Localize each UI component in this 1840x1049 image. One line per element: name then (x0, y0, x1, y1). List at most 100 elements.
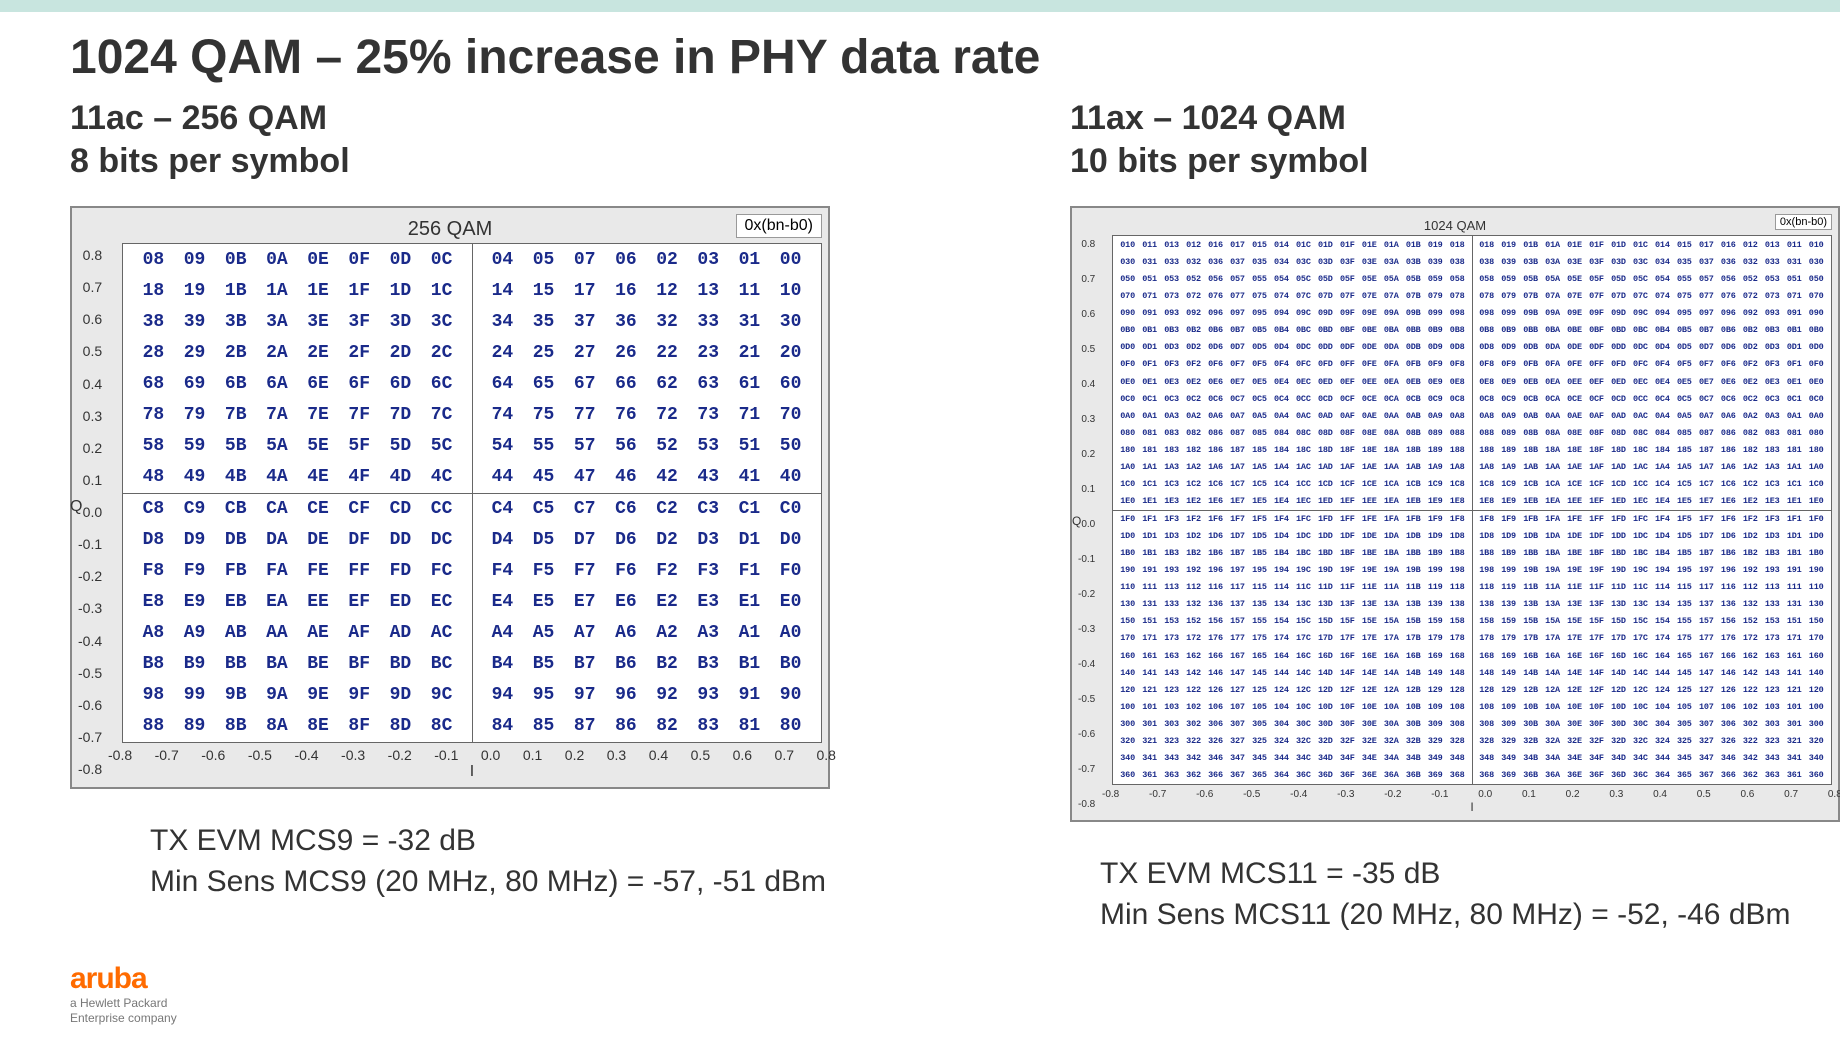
constellation-point: 0CE (1362, 394, 1377, 404)
constellation-point: E1 (739, 592, 761, 612)
constellation-point: 056 (1721, 274, 1736, 284)
constellation-point: 309 (1428, 719, 1443, 729)
constellation-point: 79 (184, 405, 206, 425)
constellation-point: 0E5 (1677, 377, 1692, 387)
constellation-point: 095 (1677, 308, 1692, 318)
constellation-point: 0C8 (1450, 394, 1465, 404)
constellation-point: 03A (1545, 257, 1560, 267)
constellation-point: 14F (1589, 668, 1604, 678)
constellation-point: 7E (307, 405, 329, 425)
constellation-point: 1CD (1318, 479, 1333, 489)
constellation-point: 1F4 (1274, 514, 1289, 524)
constellation-point: 038 (1479, 257, 1494, 267)
constellation-point: 1ED (1318, 496, 1333, 506)
constellation-point: 185 (1252, 445, 1267, 455)
constellation-point: 0C5 (1252, 394, 1267, 404)
constellation-point: 302 (1743, 719, 1758, 729)
constellation-point: 187 (1699, 445, 1714, 455)
constellation-point: 10C (1633, 702, 1648, 712)
constellation-point: 40 (780, 467, 802, 487)
constellation-point: 151 (1142, 616, 1157, 626)
ytick-label: 0.1 (1078, 484, 1099, 495)
constellation-row: 0405070602030100 (472, 244, 821, 275)
constellation-point: FB (225, 561, 247, 581)
constellation-point: 078 (1450, 291, 1465, 301)
constellation-point: 120 (1809, 685, 1824, 695)
constellation-row: 15815915B15A15E15F15D15C1541551571561521… (1472, 613, 1831, 630)
constellation-point: EA (266, 592, 288, 612)
constellation-row: 14814914B14A14E14F14D14C1441451471461421… (1472, 664, 1831, 681)
constellation-point: 1D7 (1230, 531, 1245, 541)
constellation-row: 15015115315215615715515415C15D15F15E15A1… (1113, 613, 1472, 630)
constellation-point: 36C (1633, 770, 1648, 780)
constellation-row: 1E01E11E31E21E61E71E51E41EC1ED1EF1EE1EA1… (1113, 493, 1472, 510)
constellation-point: 143 (1164, 668, 1179, 678)
constellation-point: 1F1 (1787, 514, 1802, 524)
constellation-point: 1AF (1589, 462, 1604, 472)
constellation-point: 189 (1501, 445, 1516, 455)
constellation-point: 0B9 (1428, 325, 1443, 335)
constellation-point: 146 (1208, 668, 1223, 678)
constellation-point: 1E (307, 281, 329, 301)
constellation-row: 0D80D90DB0DA0DE0DF0DD0DC0D40D50D70D60D20… (1472, 339, 1831, 356)
constellation-point: B4 (492, 654, 514, 674)
constellation-point: 0F4 (1274, 359, 1289, 369)
constellation-point: 5A (266, 436, 288, 456)
constellation-point: C1 (739, 499, 761, 519)
ytick-label: -0.1 (78, 536, 106, 552)
constellation-point: 174 (1655, 633, 1670, 643)
constellation-point: 1FF (1589, 514, 1604, 524)
constellation-point: 0B1 (1142, 325, 1157, 335)
constellation-point: 0C0 (1809, 394, 1824, 404)
constellation-point: 184 (1655, 445, 1670, 455)
constellation-point: 324 (1655, 736, 1670, 746)
constellation-point: 190 (1809, 565, 1824, 575)
constellation-point: 1F5 (1677, 514, 1692, 524)
constellation-point: 0D8 (1450, 342, 1465, 352)
constellation-point: 3C (431, 312, 453, 332)
constellation-point: 1FC (1296, 514, 1311, 524)
constellation-point: B9 (184, 654, 206, 674)
constellation-point: 0CC (1633, 394, 1648, 404)
constellation-point: 010 (1809, 240, 1824, 250)
constellation-point: 1DC (1633, 531, 1648, 541)
constellation-point: 1DE (1567, 531, 1582, 541)
right-metric-1: TX EVM MCS11 = -35 dB (1100, 854, 1840, 895)
constellation-point: 36 (615, 312, 637, 332)
constellation-point: 8B (225, 716, 247, 736)
constellation-point: 08F (1340, 428, 1355, 438)
constellation-point: 032 (1186, 257, 1201, 267)
constellation-point: 035 (1677, 257, 1692, 267)
constellation-point: 1AA (1545, 462, 1560, 472)
constellation-point: 089 (1501, 428, 1516, 438)
constellation-point: 67 (574, 374, 596, 394)
constellation-point: 082 (1743, 428, 1758, 438)
constellation-point: 34E (1362, 753, 1377, 763)
constellation-point: 0E7 (1230, 377, 1245, 387)
ytick-label: -0.2 (78, 568, 106, 584)
constellation-point: 28 (143, 343, 165, 363)
constellation-point: 137 (1699, 599, 1714, 609)
constellation-point: 0B5 (1677, 325, 1692, 335)
constellation-point: 1A5 (1677, 462, 1692, 472)
ytick-label: -0.3 (1078, 624, 1099, 635)
constellation-point: EC (431, 592, 453, 612)
constellation-point: 1A9 (1428, 462, 1443, 472)
left-metric-1: TX EVM MCS9 = -32 dB (150, 821, 850, 862)
constellation-point: D2 (656, 530, 678, 550)
constellation-point: C7 (574, 499, 596, 519)
constellation-point: D9 (184, 530, 206, 550)
constellation-point: 07D (1611, 291, 1626, 301)
constellation-point: 160 (1809, 651, 1824, 661)
constellation-point: 0BA (1545, 325, 1560, 335)
constellation-point: 07A (1384, 291, 1399, 301)
constellation-point: 1FD (1318, 514, 1333, 524)
constellation-point: 0AE (1362, 411, 1377, 421)
constellation-point: 349 (1501, 753, 1516, 763)
constellation-point: B0 (780, 654, 802, 674)
constellation-point: 13 (697, 281, 719, 301)
xtick-label: 0.5 (1697, 789, 1711, 800)
constellation-point: 031 (1787, 257, 1802, 267)
constellation-point: 309 (1501, 719, 1516, 729)
constellation-point: 347 (1230, 753, 1245, 763)
